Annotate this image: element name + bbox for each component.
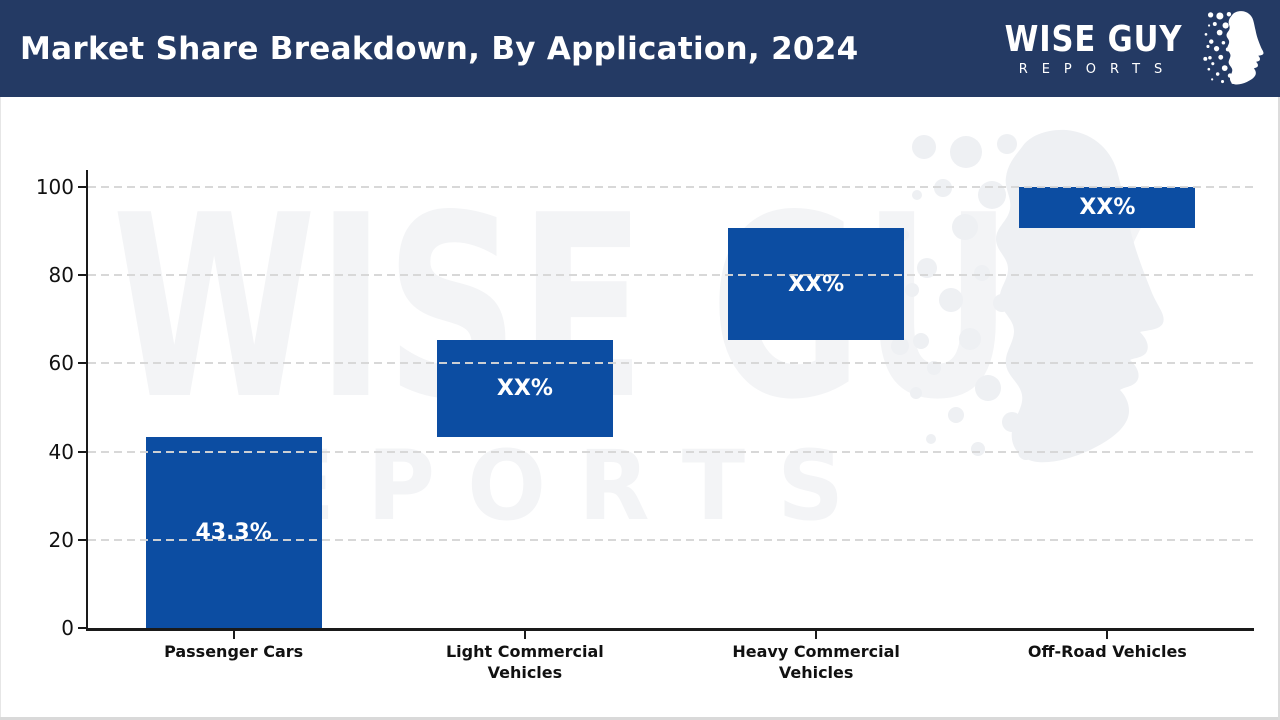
y-tick-mark — [78, 274, 86, 277]
gridline — [88, 362, 1253, 365]
category-label: Light Commercial Vehicles — [445, 642, 604, 682]
brand-logo-text: WISE GUY REPORTS — [989, 18, 1198, 77]
x-tick-mark — [523, 630, 526, 639]
waterfall-chart: 0 20 40 60 80 100 43.3% Passenger Cars XX% Light … — [0, 97, 1280, 717]
y-tick-mark — [78, 186, 86, 188]
y-tick-mark — [78, 627, 86, 629]
category-label: Heavy Commercial Vehicles — [732, 642, 900, 682]
bar-value-label: XX% — [496, 376, 553, 402]
y-tick-mark — [78, 450, 86, 453]
y-tick-label: 60 — [48, 351, 74, 376]
gridline — [88, 274, 1253, 277]
header-band: Market Share Breakdown, By Application, … — [0, 0, 1280, 97]
y-tick-label: 80 — [48, 263, 74, 288]
x-tick-mark — [1106, 630, 1109, 639]
brand-head-icon — [1203, 10, 1264, 84]
y-tick-mark — [78, 362, 86, 365]
x-tick-mark — [232, 630, 235, 639]
y-tick-label: 40 — [48, 439, 74, 464]
bar: 43.3% — [145, 437, 322, 628]
y-tick-label: 0 — [61, 616, 74, 640]
brand-subtitle: REPORTS — [1018, 61, 1177, 77]
bar-value-label: XX% — [1079, 194, 1136, 220]
bar-value-label: 43.3% — [195, 520, 272, 546]
page-title: Market Share Breakdown, By Application, … — [20, 30, 859, 67]
gridline — [88, 186, 1253, 188]
y-axis-line — [86, 170, 88, 630]
category-label: Passenger Cars — [164, 642, 304, 661]
gridline — [88, 538, 1253, 541]
category-label: Off-Road Vehicles — [1027, 642, 1187, 661]
y-tick-label: 20 — [48, 527, 74, 552]
bar: XX% — [436, 340, 613, 438]
x-axis-line — [86, 628, 1254, 631]
y-tick-label: 100 — [35, 175, 74, 199]
x-tick-mark — [815, 630, 818, 639]
bar: XX% — [1019, 187, 1196, 228]
brand-name: WISE GUY — [1004, 18, 1183, 60]
bar: XX% — [728, 227, 905, 341]
brand-logo: WISE GUY REPORTS — [989, 10, 1266, 88]
gridline — [88, 450, 1253, 453]
y-tick-mark — [78, 538, 86, 541]
